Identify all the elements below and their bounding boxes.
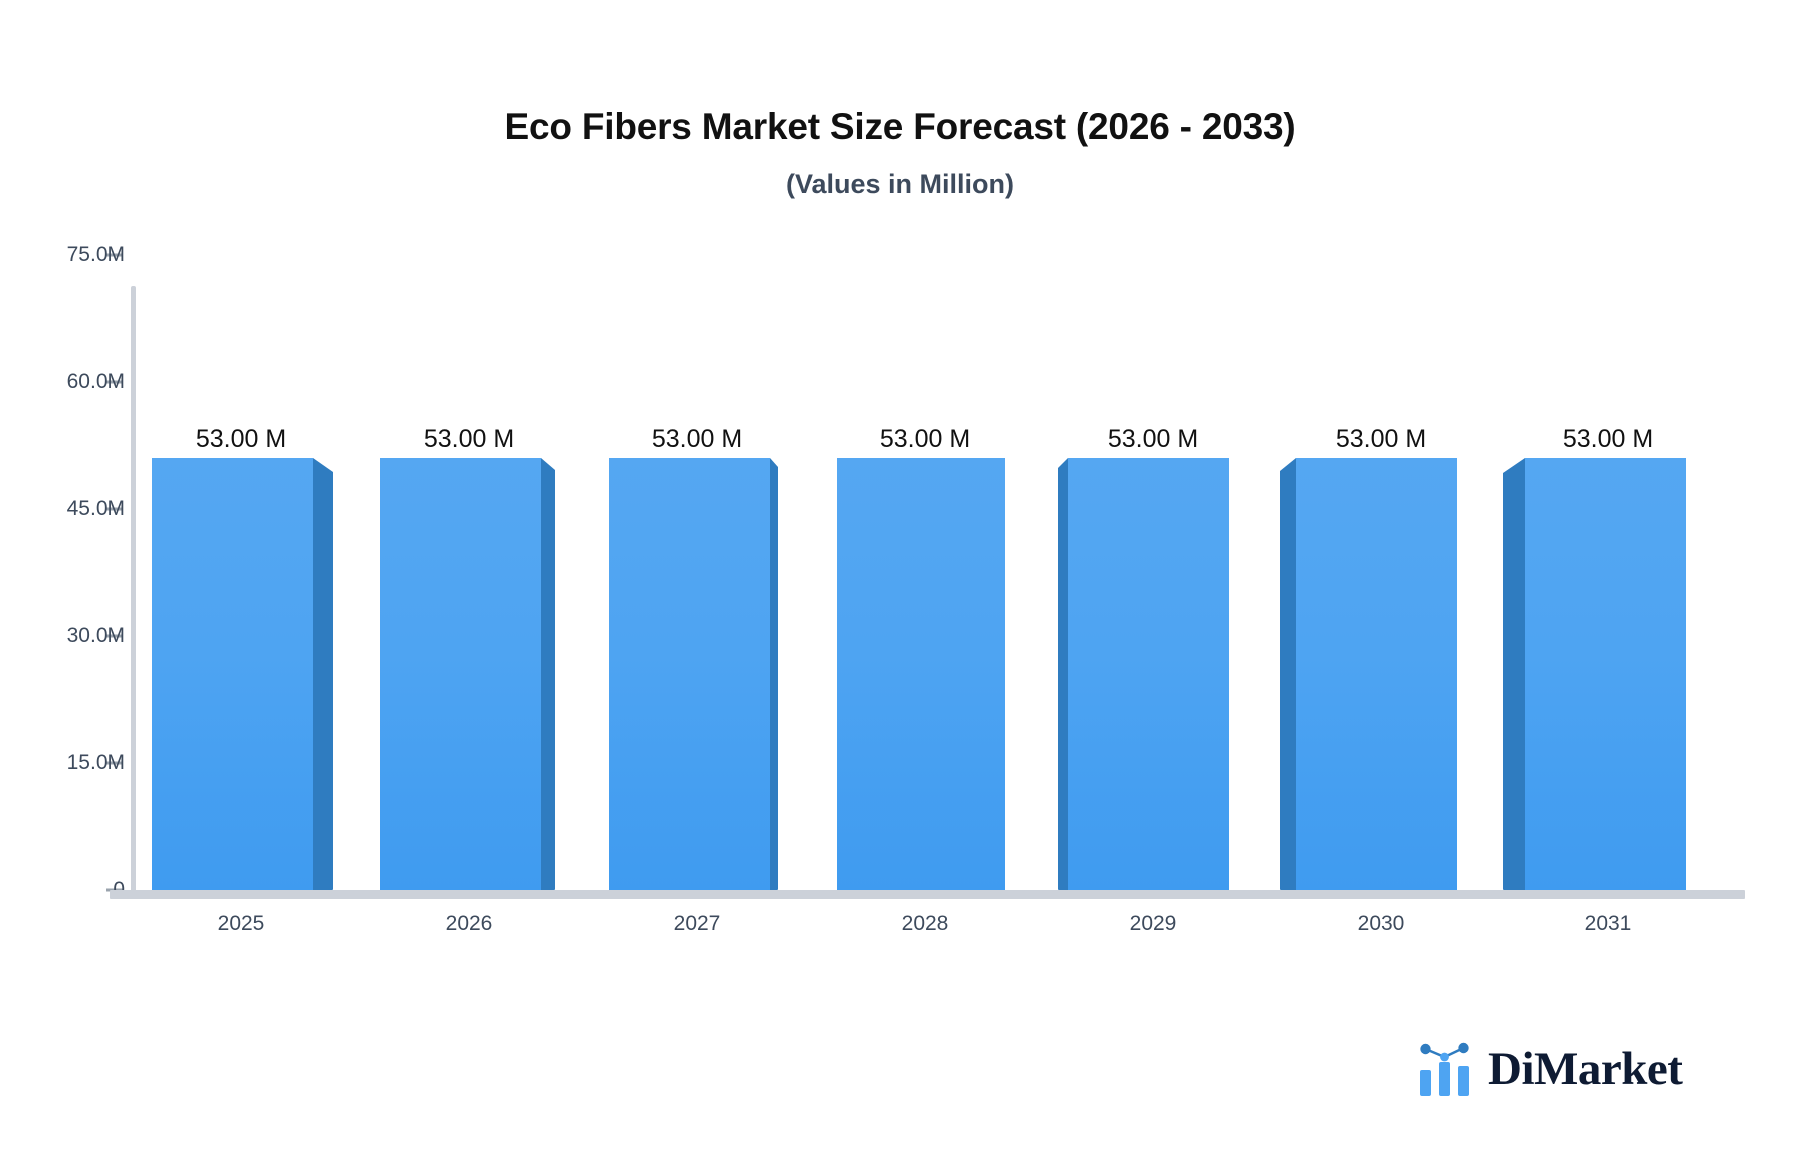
x-tick-label-2030: 2030 (1357, 912, 1405, 935)
bar-2031[interactable] (1503, 458, 1688, 890)
y-tick-label-60: 60.0M (66, 370, 125, 393)
bar-value-label-2028: 53.00 M (879, 425, 971, 453)
y-axis-line (131, 286, 136, 895)
y-tick-mark (106, 634, 123, 638)
chart-subtitle: (Values in Million) (785, 169, 1015, 199)
bar-2025[interactable] (152, 458, 333, 890)
y-tick-mark (106, 253, 123, 257)
x-tick-label-2028: 2028 (901, 912, 949, 935)
bar-2028[interactable] (837, 458, 1005, 890)
y-tick-label-75: 75.0M (66, 243, 125, 266)
bar-chart-line-icon (1418, 1042, 1474, 1096)
y-tick-mark (106, 380, 123, 384)
bar-value-label-2031: 53.00 M (1562, 425, 1654, 453)
logo-trendline-icon (1420, 1042, 1469, 1062)
x-axis-baseline (110, 890, 1745, 899)
bar-2029[interactable] (1058, 458, 1233, 890)
x-tick-label-2025: 2025 (217, 912, 265, 935)
bar-front-face (1296, 458, 1457, 890)
bar-side-face (1280, 458, 1296, 890)
y-tick-mark (106, 761, 123, 765)
bar-front-face (380, 458, 541, 890)
x-tick-label-2027: 2027 (673, 912, 721, 935)
y-tick-label-30: 30.0M (66, 624, 125, 647)
bar-front-face (1525, 458, 1686, 890)
bar-side-face (313, 458, 333, 890)
bar-value-label-2029: 53.00 M (1107, 425, 1199, 453)
bar-2030[interactable] (1280, 458, 1460, 890)
y-tick-label-15: 15.0M (66, 751, 125, 774)
bar-front-face (609, 458, 770, 890)
bar-front-face (152, 458, 313, 890)
bar-front-face (1068, 458, 1229, 890)
bar-2027[interactable] (609, 458, 784, 890)
brand-logo: DiMarket (1418, 1042, 1683, 1096)
brand-name: DiMarket (1488, 1042, 1683, 1095)
bar-side-face (1058, 458, 1068, 890)
y-tick-label-0: 0 (0, 878, 125, 902)
logo-bar-3 (1458, 1066, 1469, 1096)
bar-value-label-2026: 53.00 M (423, 425, 515, 453)
y-tick-label-45: 45.0M (66, 497, 125, 520)
bar-value-label-2030: 53.00 M (1335, 425, 1427, 453)
x-tick-label-2031: 2031 (1584, 912, 1632, 935)
bar-side-face (541, 458, 555, 890)
bar-2026[interactable] (380, 458, 555, 890)
logo-bar-2 (1439, 1062, 1450, 1096)
y-tick-mark (106, 507, 123, 511)
bar-side-face (1503, 458, 1525, 890)
logo-bar-1 (1420, 1070, 1431, 1096)
bar-front-face (837, 458, 1005, 890)
x-tick-label-2026: 2026 (445, 912, 493, 935)
bar-value-label-2025: 53.00 M (195, 425, 287, 453)
chart-title: Eco Fibers Market Size Forecast (2026 - … (504, 106, 1296, 147)
bar-value-label-2027: 53.00 M (651, 425, 743, 453)
bar-side-face (770, 458, 778, 890)
x-tick-label-2029: 2029 (1129, 912, 1177, 935)
